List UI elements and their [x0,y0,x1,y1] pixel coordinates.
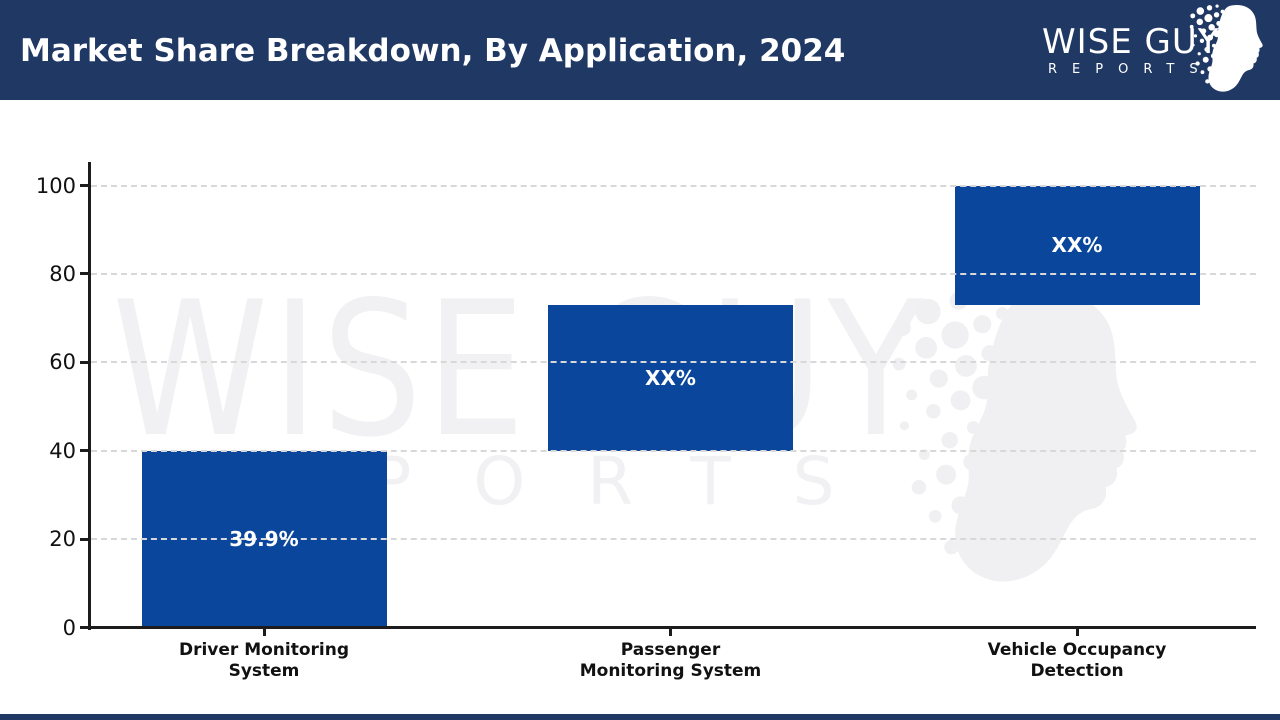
bar-value-label: XX% [1051,233,1103,258]
logo-face-icon [1189,4,1263,92]
y-tick-label: 0 [62,615,76,640]
watermark-wordmark: WISE GUY [112,261,928,478]
bar [954,185,1200,306]
y-axis-tick [80,272,88,276]
x-category-label-line: Driver Monitoring [178,640,350,660]
header-bar: Market Share Breakdown, By Application, … [0,0,1280,100]
x-category-label-line: System [228,661,300,681]
x-axis-tick [262,629,266,636]
grid-line [91,272,1256,275]
x-category-label: Passenger Monitoring System [501,640,841,682]
grid-line [91,538,1256,541]
bar-value-label: 39.9% [229,527,299,552]
footer-bar [0,714,1280,720]
x-axis-tick [669,629,672,636]
logo-subtitle: REPORTS [1048,62,1213,77]
logo-wordmark: WISE GUY [1042,22,1220,62]
x-category-label-line: Vehicle Occupancy [987,640,1167,660]
grid-line [91,184,1256,187]
x-category-label-line: Monitoring System [579,661,762,681]
x-axis-tick [1075,629,1079,636]
y-tick-label: 80 [49,261,76,286]
y-tick-label: 20 [49,527,76,552]
y-axis-tick [80,184,88,187]
bar-value-label: XX% [645,366,696,391]
y-axis-tick [80,449,88,453]
grid-line [91,449,1256,452]
y-tick-label: 100 [35,173,76,198]
x-category-label: Driver Monitoring System [94,640,434,682]
watermark-face-icon [892,289,1137,582]
y-axis-tick [80,360,88,364]
y-axis-tick [80,626,88,629]
y-axis-tick [80,537,88,541]
y-tick-label: 60 [49,350,76,375]
x-category-label-line: Detection [1030,661,1124,681]
bar [548,305,793,452]
x-category-label: Vehicle Occupancy Detection [907,640,1247,682]
x-category-label-line: Passenger [620,640,721,660]
y-tick-label: 40 [49,438,76,463]
grid-line [91,361,1256,364]
y-axis-line [88,162,91,630]
x-axis-line [88,626,1256,629]
page-title: Market Share Breakdown, By Application, … [20,33,846,69]
